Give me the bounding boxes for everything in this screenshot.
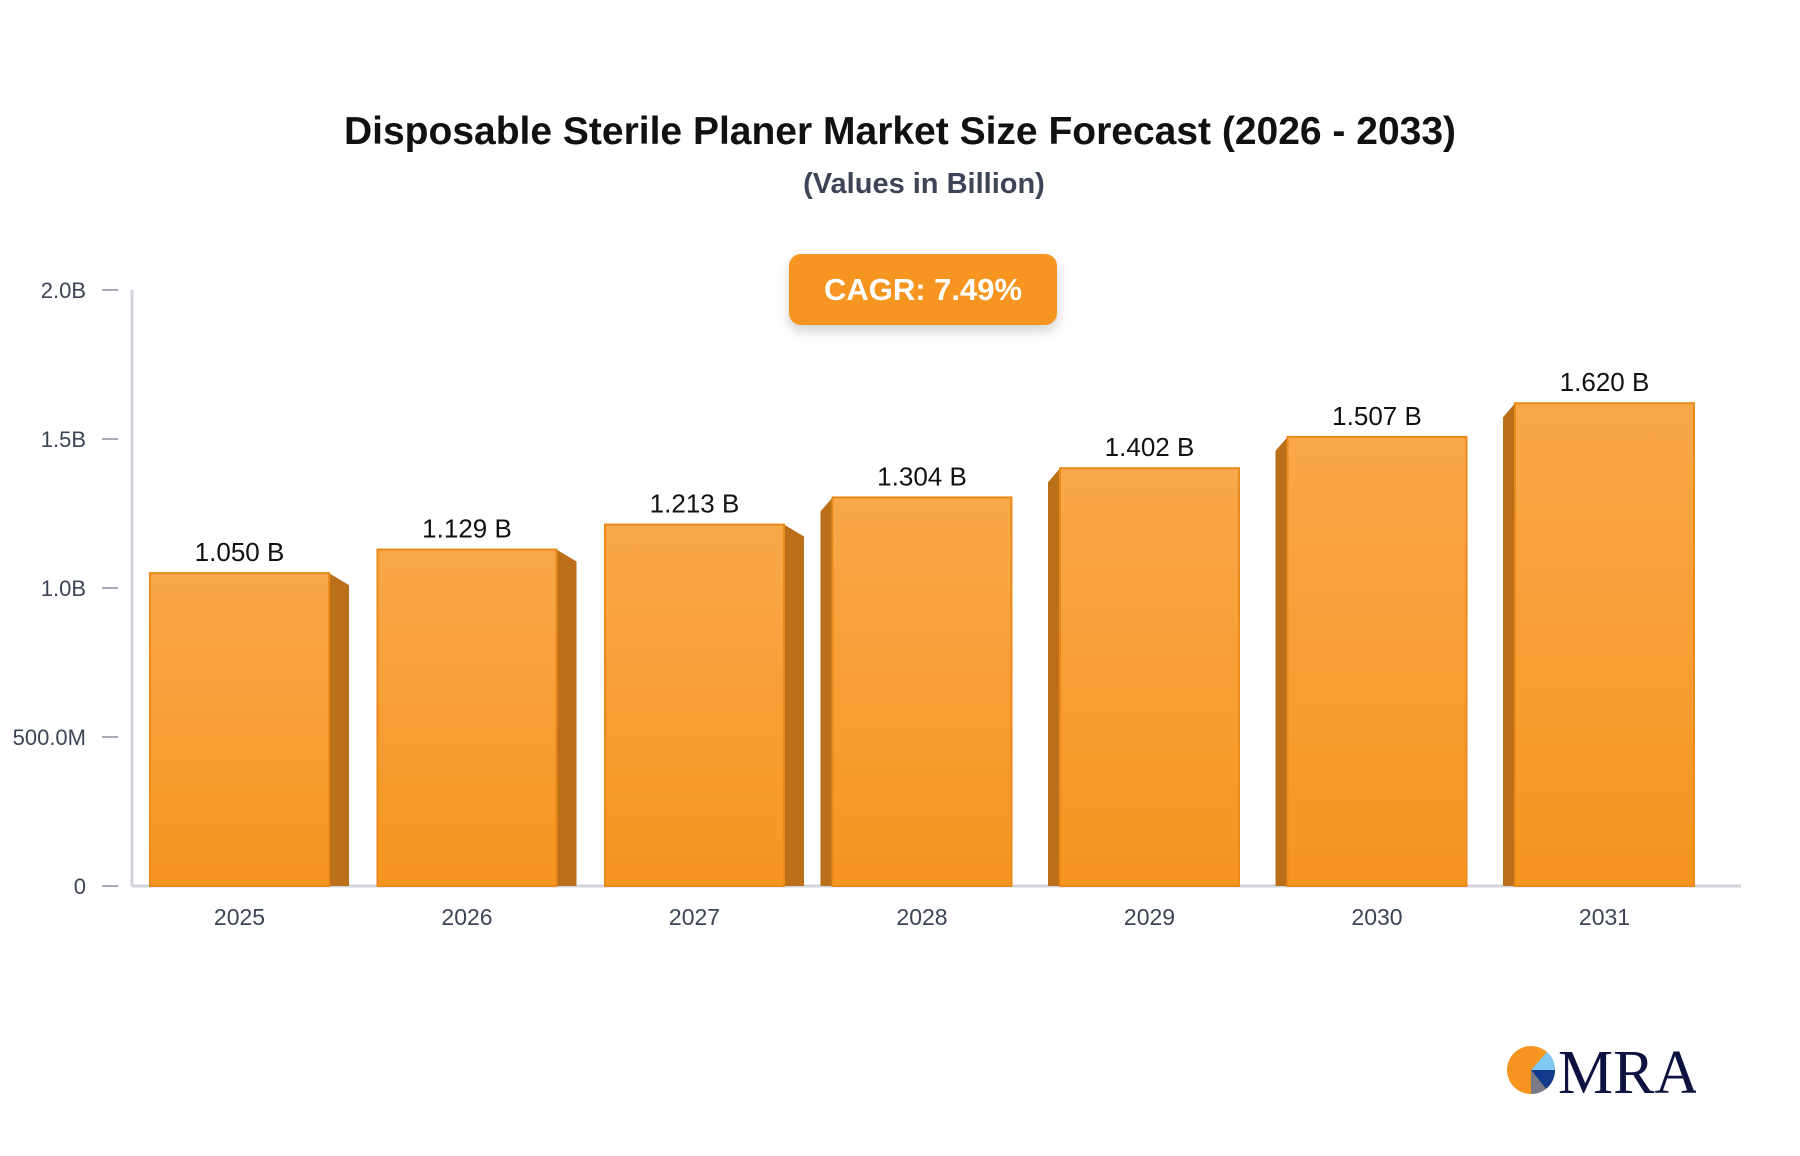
logo-pie-icon: MRA <box>1507 1040 1696 1100</box>
y-tick-label: 1.5B <box>41 427 86 452</box>
data-label: 1.050 B <box>195 537 285 567</box>
data-label: 1.213 B <box>650 489 740 519</box>
bar-group: 1.402 B 2029 <box>1048 432 1240 930</box>
bar-side <box>1048 468 1060 886</box>
bar-group: 1.304 B 2028 <box>820 461 1013 930</box>
y-tick-label: 0 <box>74 874 86 899</box>
x-tick-label: 2027 <box>669 904 720 930</box>
x-tick-label: 2029 <box>1124 904 1175 930</box>
x-tick-label: 2028 <box>896 904 947 930</box>
data-label: 1.402 B <box>1105 432 1195 462</box>
bar <box>376 548 558 887</box>
bar-group: 1.507 B 2030 <box>1275 401 1468 930</box>
bar-group: 1.050 B 2025 <box>149 537 349 930</box>
bar-side <box>1275 436 1288 886</box>
bar-group: 1.129 B 2026 <box>376 514 577 930</box>
data-label: 1.304 B <box>877 461 967 491</box>
svg-text:MRA: MRA <box>1558 1040 1696 1100</box>
mra-logo: MRA <box>1506 1040 1696 1100</box>
bar-side <box>556 549 577 886</box>
bar <box>149 572 330 887</box>
bar-side <box>784 524 804 886</box>
x-tick-label: 2026 <box>441 904 492 930</box>
bar <box>604 523 785 887</box>
x-tick-label: 2031 <box>1579 904 1630 930</box>
y-tick-label: 1.0B <box>41 576 86 601</box>
x-tick-label: 2025 <box>214 904 265 930</box>
bar-side <box>1503 403 1515 886</box>
bar-side <box>820 497 833 886</box>
x-tick-label: 2030 <box>1351 904 1402 930</box>
y-tick-label: 500.0M <box>13 725 86 750</box>
bar <box>1059 467 1240 887</box>
bar <box>1514 402 1695 887</box>
bar-group: 1.620 B 2031 <box>1503 367 1695 930</box>
bar-side <box>329 573 349 886</box>
cagr-badge: CAGR: 7.49% <box>789 254 1057 325</box>
bar <box>831 496 1013 887</box>
data-label: 1.129 B <box>422 514 512 544</box>
bar <box>1286 435 1468 887</box>
chart-title: Disposable Sterile Planer Market Size Fo… <box>343 110 1456 153</box>
chart-subtitle: (Values in Billion) <box>803 168 1045 200</box>
bar-group: 1.213 B 2027 <box>604 489 804 930</box>
data-label: 1.620 B <box>1560 367 1650 397</box>
data-label: 1.507 B <box>1332 401 1422 431</box>
y-tick-label: 2.0B <box>41 278 86 303</box>
